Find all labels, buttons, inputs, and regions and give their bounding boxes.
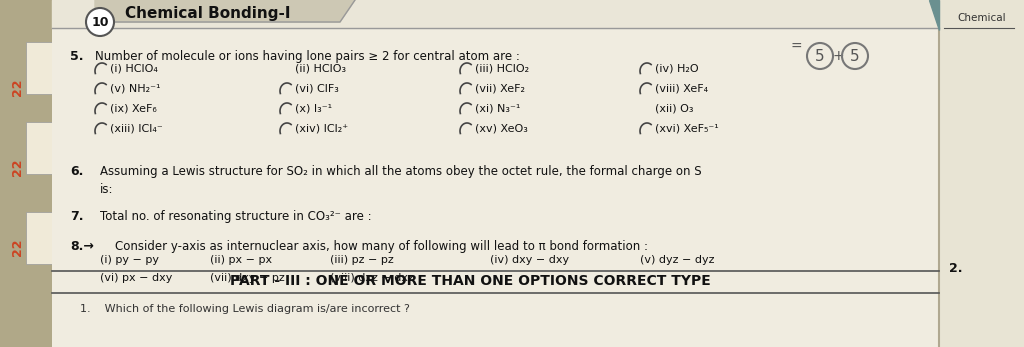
Text: (xi) N₃⁻¹: (xi) N₃⁻¹ <box>475 103 520 113</box>
Text: =: = <box>790 40 802 54</box>
Text: +: + <box>833 49 845 63</box>
Text: (xiv) ICl₂⁺: (xiv) ICl₂⁺ <box>295 123 348 133</box>
Polygon shape <box>929 0 939 30</box>
Text: PART - III : ONE OR MORE THAN ONE OPTIONS CORRECT TYPE: PART - III : ONE OR MORE THAN ONE OPTION… <box>229 274 711 288</box>
Text: (vii) XeF₂: (vii) XeF₂ <box>475 83 525 93</box>
Text: (iv) dxy − dxy: (iv) dxy − dxy <box>490 255 569 265</box>
Text: (v) NH₂⁻¹: (v) NH₂⁻¹ <box>110 83 161 93</box>
Text: (x) I₃⁻¹: (x) I₃⁻¹ <box>295 103 332 113</box>
Text: (xiii) ICl₄⁻: (xiii) ICl₄⁻ <box>110 123 163 133</box>
Text: (xii) O₃: (xii) O₃ <box>655 103 693 113</box>
Text: 1.    Which of the following Lewis diagram is/are incorrect ?: 1. Which of the following Lewis diagram … <box>80 304 410 314</box>
Text: Number of molecule or ions having lone pairs ≥ 2 for central atom are :: Number of molecule or ions having lone p… <box>95 50 520 63</box>
Text: 22: 22 <box>11 158 25 176</box>
Text: 5: 5 <box>850 49 860 64</box>
Text: 8.→: 8.→ <box>70 240 94 253</box>
Text: (xvi) XeF₅⁻¹: (xvi) XeF₅⁻¹ <box>655 123 719 133</box>
Text: (vi) ClF₃: (vi) ClF₃ <box>295 83 339 93</box>
FancyBboxPatch shape <box>26 212 54 264</box>
Text: (i) py − py: (i) py − py <box>100 255 159 265</box>
Text: (ii) HClO₃: (ii) HClO₃ <box>295 63 346 73</box>
Text: (vi) px − dxy: (vi) px − dxy <box>100 273 172 283</box>
Text: (ii) px − px: (ii) px − px <box>210 255 272 265</box>
Text: is:: is: <box>100 183 114 196</box>
Text: (iv) H₂O: (iv) H₂O <box>655 63 698 73</box>
Polygon shape <box>95 0 355 22</box>
Text: (ix) XeF₆: (ix) XeF₆ <box>110 103 157 113</box>
Text: (iii) pz − pz: (iii) pz − pz <box>330 255 394 265</box>
Text: (vii) dxy − pz: (vii) dxy − pz <box>210 273 285 283</box>
FancyBboxPatch shape <box>26 122 54 174</box>
Text: Chemical: Chemical <box>957 13 1007 23</box>
Text: Total no. of resonating structure in CO₃²⁻ are :: Total no. of resonating structure in CO₃… <box>100 210 372 223</box>
Text: 22: 22 <box>11 78 25 96</box>
Text: 6.: 6. <box>70 165 83 178</box>
Text: (xv) XeO₃: (xv) XeO₃ <box>475 123 528 133</box>
FancyBboxPatch shape <box>26 42 54 94</box>
Text: Chemical Bonding-I: Chemical Bonding-I <box>125 6 291 20</box>
Text: (viii) dxz − dxz: (viii) dxz − dxz <box>330 273 414 283</box>
FancyBboxPatch shape <box>939 0 1024 347</box>
Text: 22: 22 <box>11 238 25 256</box>
Text: 2.: 2. <box>949 262 963 274</box>
Text: (i) HClO₄: (i) HClO₄ <box>110 63 158 73</box>
Text: 10: 10 <box>91 16 109 28</box>
Text: 5: 5 <box>815 49 824 64</box>
Text: (viii) XeF₄: (viii) XeF₄ <box>655 83 709 93</box>
Text: 5.: 5. <box>70 50 84 63</box>
Text: 7.: 7. <box>70 210 84 223</box>
FancyBboxPatch shape <box>52 0 1014 347</box>
Text: Assuming a Lewis structure for SO₂ in which all the atoms obey the octet rule, t: Assuming a Lewis structure for SO₂ in wh… <box>100 165 701 178</box>
Circle shape <box>86 8 114 36</box>
Text: Consider y-axis as internuclear axis, how many of following will lead to π bond : Consider y-axis as internuclear axis, ho… <box>115 240 648 253</box>
Text: (v) dyz − dyz: (v) dyz − dyz <box>640 255 715 265</box>
Text: (iii) HClO₂: (iii) HClO₂ <box>475 63 529 73</box>
